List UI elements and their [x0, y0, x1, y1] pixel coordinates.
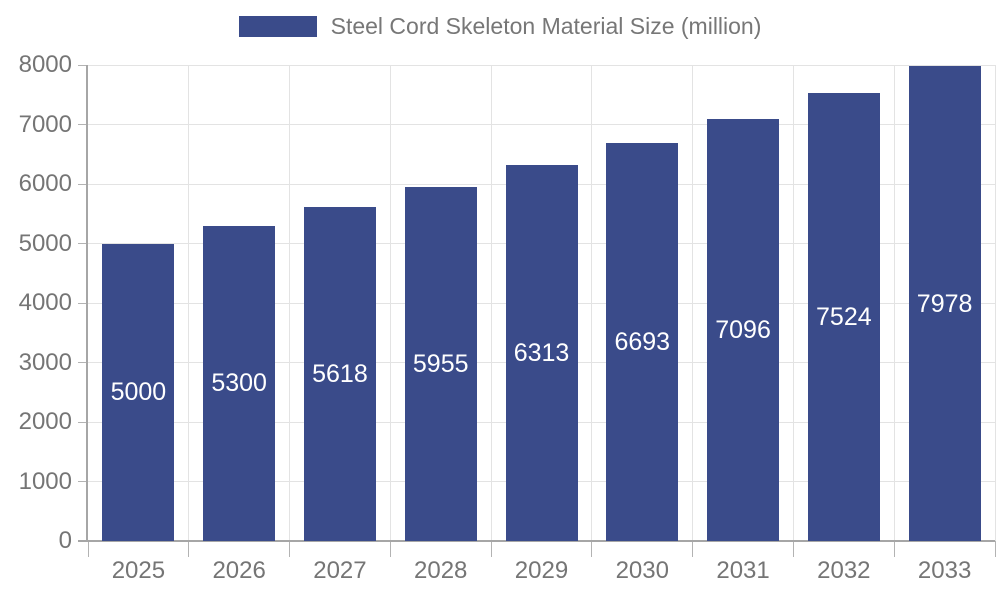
y-tick-label: 8000 — [18, 51, 72, 78]
x-tick-label: 2031 — [716, 557, 770, 584]
bar-value-label: 5955 — [412, 349, 469, 378]
legend-label: Steel Cord Skeleton Material Size (milli… — [330, 13, 762, 39]
bar-value-label: 5000 — [110, 378, 167, 407]
x-tick — [591, 541, 593, 557]
v-gridline — [188, 65, 190, 541]
x-tick — [389, 541, 391, 557]
y-tick — [78, 124, 88, 125]
x-tick-label: 2030 — [615, 557, 669, 584]
x-tick — [893, 541, 895, 557]
y-tick-label: 2000 — [18, 408, 72, 435]
y-tick — [78, 421, 88, 423]
bar-value-label: 7978 — [916, 289, 973, 318]
y-tick-label: 5000 — [18, 229, 72, 257]
x-tick — [994, 541, 996, 557]
v-gridline — [893, 65, 895, 541]
x-tick — [289, 541, 291, 557]
bar — [707, 118, 780, 541]
v-gridline — [692, 65, 694, 541]
v-gridline — [994, 65, 996, 541]
bar — [908, 66, 981, 541]
bar — [102, 243, 175, 541]
v-gridline — [792, 65, 794, 541]
y-tick — [78, 243, 88, 244]
x-tick-label: 2026 — [212, 557, 266, 584]
h-gridline — [88, 124, 995, 125]
bar-value-label: 7096 — [715, 315, 771, 344]
x-tick — [490, 541, 492, 557]
x-tick-label: 2028 — [414, 557, 468, 584]
y-axis-line — [86, 65, 88, 541]
x-tick-label: 2027 — [313, 557, 367, 584]
bar — [505, 165, 578, 541]
y-tick-label: 0 — [58, 527, 72, 554]
h-gridline — [88, 64, 995, 66]
x-tick-label: 2029 — [514, 557, 569, 584]
y-tick — [78, 183, 88, 185]
bar — [807, 93, 880, 541]
bar-value-label: 5618 — [312, 359, 368, 388]
y-tick-label: 7000 — [18, 110, 72, 138]
y-tick — [78, 302, 88, 304]
bar-value-label: 5300 — [211, 369, 267, 398]
v-gridline — [591, 65, 593, 541]
x-tick — [87, 541, 89, 557]
bar — [606, 142, 679, 541]
x-tick — [188, 541, 190, 557]
x-tick-label: 2032 — [817, 557, 871, 584]
y-tick — [78, 481, 88, 482]
v-gridline — [389, 65, 391, 541]
y-tick-label: 4000 — [18, 289, 72, 316]
y-tick — [78, 362, 88, 363]
y-tick — [78, 64, 88, 66]
bar — [303, 206, 376, 541]
y-tick-label: 6000 — [18, 170, 72, 197]
bar — [203, 225, 276, 541]
y-tick-label: 3000 — [18, 348, 72, 376]
x-tick — [792, 541, 794, 557]
x-tick-label: 2025 — [111, 557, 166, 584]
y-tick-label: 1000 — [18, 467, 72, 495]
v-gridline — [490, 65, 492, 541]
legend-swatch — [238, 16, 317, 37]
x-axis-line — [78, 540, 995, 542]
bar — [404, 186, 477, 541]
bar-value-label: 7524 — [816, 303, 872, 332]
x-tick-label: 2033 — [917, 557, 972, 584]
x-tick — [692, 541, 694, 557]
bar-value-label: 6313 — [513, 339, 570, 368]
v-gridline — [289, 65, 291, 541]
legend: Steel Cord Skeleton Material Size (milli… — [0, 13, 1000, 40]
bar-value-label: 6693 — [614, 327, 671, 356]
